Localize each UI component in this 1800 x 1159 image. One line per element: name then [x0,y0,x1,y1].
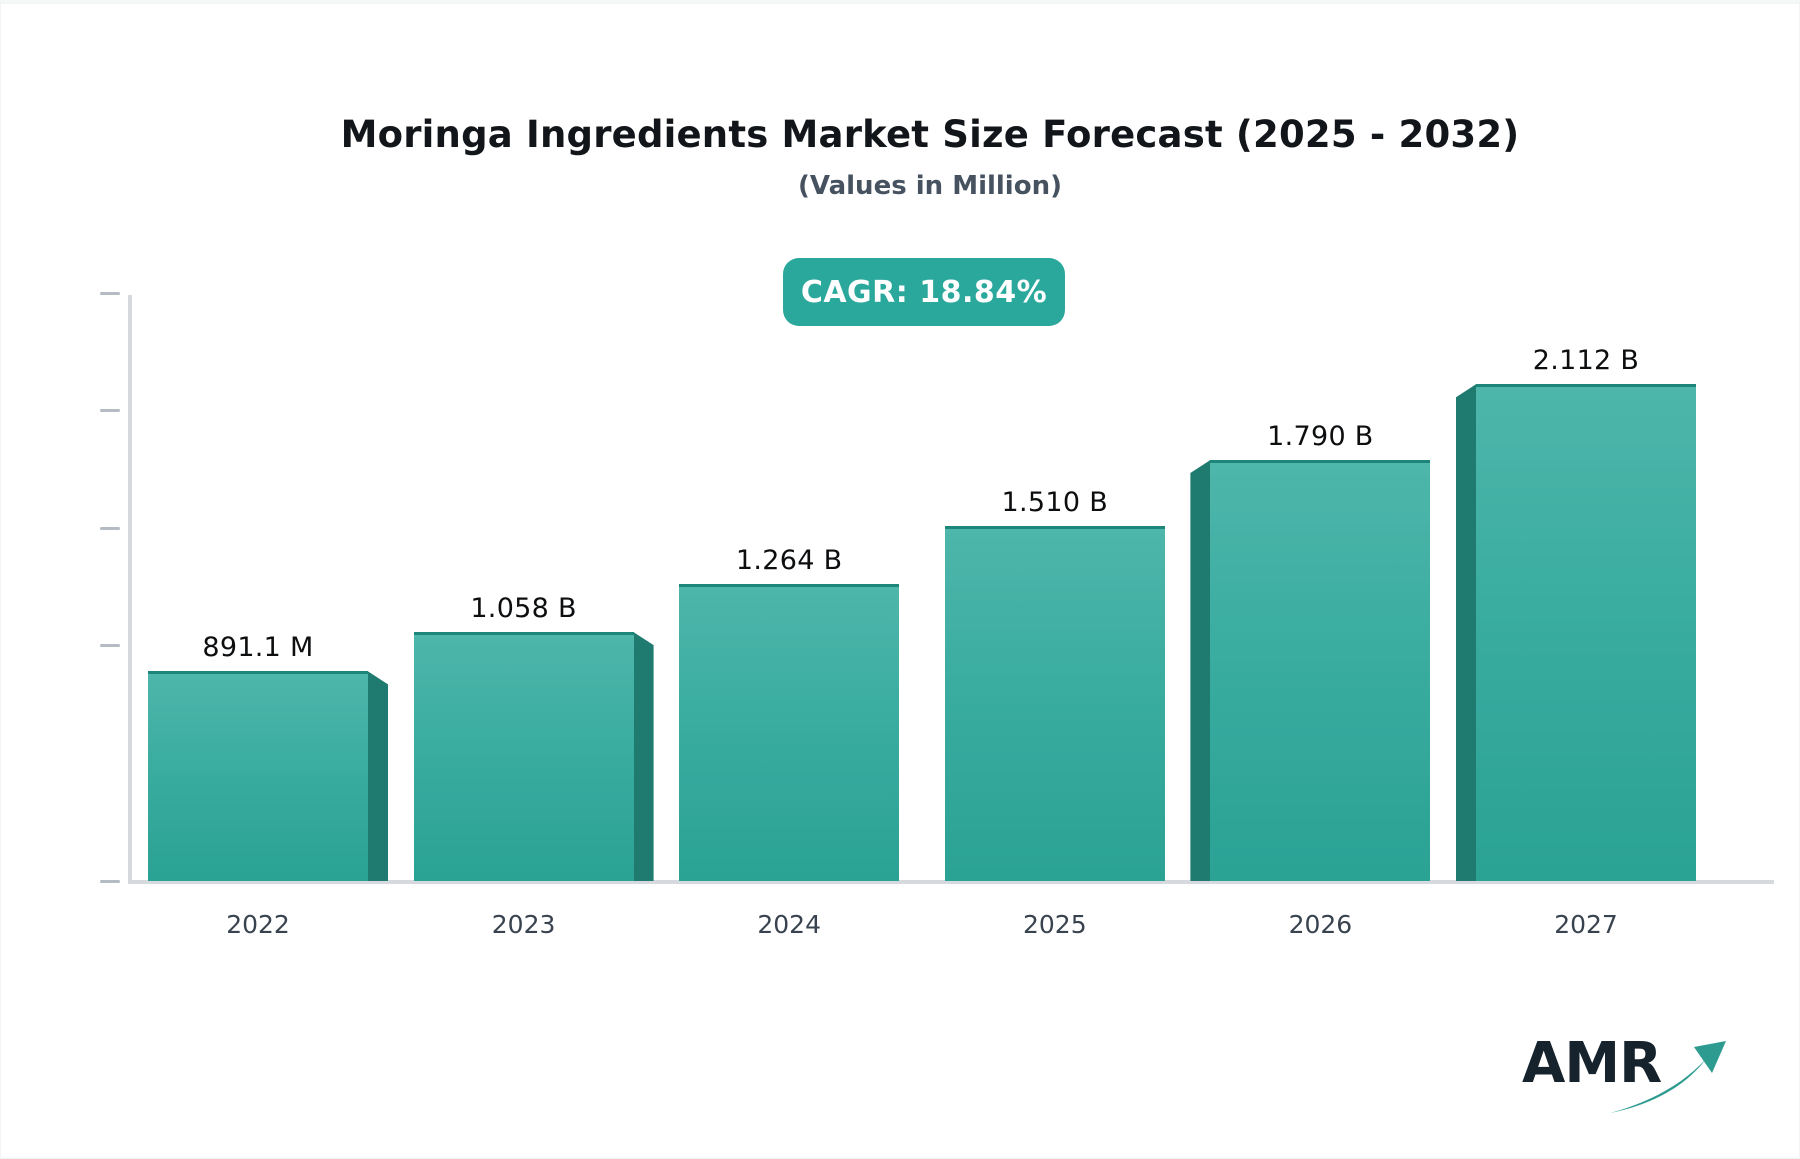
chart-title: Moringa Ingredients Market Size Forecast… [340,113,1520,156]
cagr-badge: CAGR: 18.84% [783,258,1065,326]
amr-logo-text: AMR [1522,1031,1662,1096]
chart-subtitle: (Values in Million) [798,171,1062,201]
x-axis-label-2026: 2026 [1288,910,1353,939]
y-tick-dash [100,409,120,413]
bar-3d-side-2023 [633,632,654,881]
x-axis-line [128,880,1774,884]
bar-2027 [1476,384,1696,881]
bar-2026 [1210,459,1431,881]
bar-2022 [148,671,368,881]
bar-2024 [679,583,900,881]
amr-logo: AMR [1522,1031,1732,1121]
growth-arrow-icon [1610,1041,1726,1113]
bar-2023 [413,632,634,881]
x-axis-label-2024: 2024 [757,910,821,939]
x-axis-label-2027: 2027 [1554,910,1618,939]
bar-value-label: 1.510 B [1001,486,1109,518]
y-tick-dash [100,526,120,530]
x-axis-label-2023: 2023 [491,910,556,939]
bar-2025 [944,525,1165,881]
y-tick-dash [100,644,120,648]
y-tick-dash [100,879,120,883]
bar-value-label: 2.112 B [1532,345,1640,377]
bar-value-label: 1.790 B [1267,420,1374,452]
bar-3d-side-2022 [368,671,388,881]
x-axis-label-2025: 2025 [1022,910,1087,939]
cagr-badge-label: CAGR: 18.84% [800,274,1048,310]
bar-value-label: 1.264 B [735,544,843,576]
bar-3d-side-2027 [1456,384,1476,881]
bar-value-label: 1.058 B [470,593,577,625]
x-axis-label-2022: 2022 [226,910,290,939]
y-axis-line [128,295,132,884]
bar-3d-side-2026 [1190,459,1211,881]
bar-value-label: 891.1 M [202,632,314,664]
y-tick-dash [100,291,120,295]
